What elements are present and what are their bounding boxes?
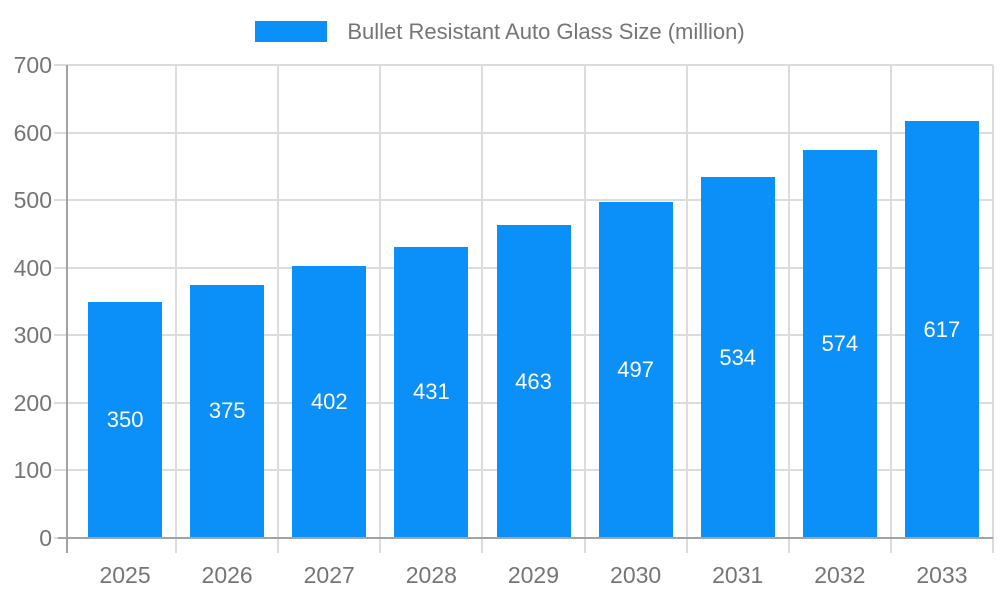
x-axis-tick-label: 2033 [916,562,968,588]
y-axis-tick-label: 700 [13,52,52,78]
bar-2027[interactable]: 402 [292,266,367,538]
y-axis-tick-label: 300 [13,322,52,349]
x-axis-tick-label: 2027 [303,562,355,588]
bar-value-label: 375 [208,398,246,424]
y-gridline [54,199,993,202]
x-gridline [787,65,790,553]
legend-swatch-icon [255,21,328,42]
x-gridline [175,65,178,553]
bar-2031[interactable]: 534 [700,177,775,538]
y-axis-tick-label: 0 [39,525,52,551]
legend-label: Bullet Resistant Auto Glass Size (millio… [347,18,745,44]
x-axis-tick-label: 2030 [610,562,662,588]
bar-value-label: 534 [719,344,757,370]
x-axis-tick-label: 2028 [405,562,457,588]
bar-value-label: 402 [310,389,348,415]
x-gridline [277,65,280,553]
bar-2025[interactable]: 350 [88,301,163,538]
x-axis-tick-label: 2031 [712,562,764,588]
y-axis-tick-label: 100 [13,457,52,484]
x-axis-tick-label: 2026 [201,562,253,588]
bar-value-label: 350 [106,406,144,432]
x-gridline [379,65,382,553]
bar-value-label: 431 [413,379,450,405]
x-gridline [481,65,484,553]
y-axis-line [66,65,68,553]
bar-value-label: 617 [923,316,961,342]
legend: Bullet Resistant Auto Glass Size (millio… [0,0,1000,55]
bar-2028[interactable]: 431 [394,246,469,538]
bar-2029[interactable]: 463 [496,225,571,538]
bar-value-label: 574 [821,331,859,357]
x-axis-tick-label: 2029 [507,562,560,588]
bar-value-label: 497 [617,357,654,383]
x-gridline [583,65,586,553]
y-axis-tick-label: 200 [13,389,52,416]
y-axis-tick-label: 400 [13,254,52,281]
x-gridline [685,65,688,553]
y-axis-tick-label: 500 [13,187,52,214]
bar-2030[interactable]: 497 [598,202,673,538]
x-axis-tick-label: 2025 [99,562,151,588]
x-axis-line [58,537,993,539]
y-axis-tick-label: 600 [13,119,52,146]
bar-2032[interactable]: 574 [802,150,877,538]
x-gridline [992,65,994,553]
y-gridline [54,131,993,134]
bar-value-label: 463 [515,368,552,394]
x-axis-tick-label: 2032 [814,562,866,588]
x-gridline [889,65,892,553]
bar-2033[interactable]: 617 [904,121,979,538]
bar-2026[interactable]: 375 [190,284,265,538]
y-gridline [54,64,993,66]
legend-item[interactable]: Bullet Resistant Auto Glass Size (millio… [255,18,745,45]
